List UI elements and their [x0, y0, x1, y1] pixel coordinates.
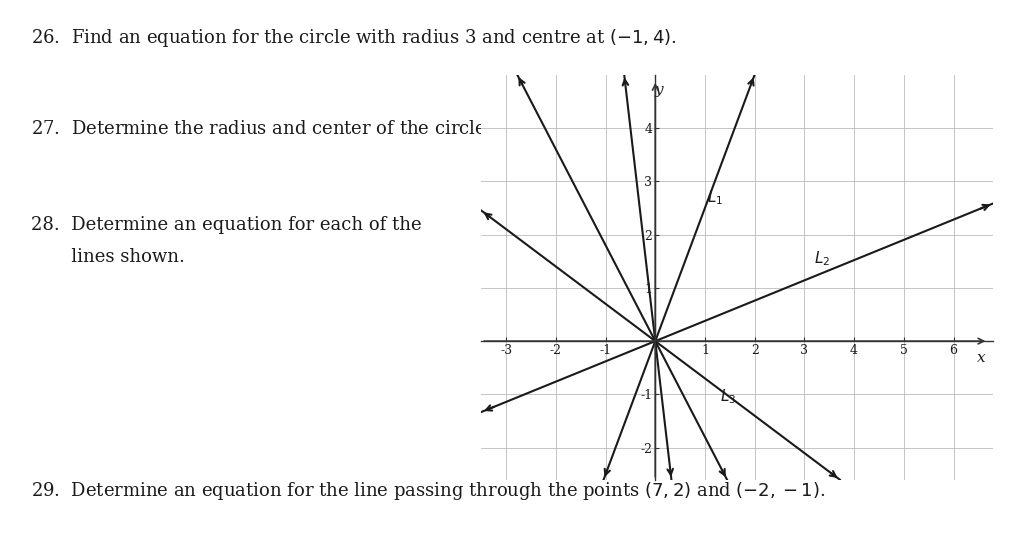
- Text: x: x: [977, 351, 986, 365]
- Text: lines shown.: lines shown.: [31, 248, 184, 266]
- Text: y: y: [655, 83, 664, 96]
- Text: $L_3$: $L_3$: [720, 387, 736, 407]
- Text: $L_2$: $L_2$: [814, 249, 830, 268]
- Text: 26.  Find an equation for the circle with radius 3 and centre at $(-1, 4)$.: 26. Find an equation for the circle with…: [31, 27, 677, 49]
- Text: 27.  Determine the radius and center of the circle defined by the equation  $x^2: 27. Determine the radius and center of t…: [31, 117, 909, 141]
- Text: 28.  Determine an equation for each of the: 28. Determine an equation for each of th…: [31, 216, 421, 234]
- Text: $L_1$: $L_1$: [708, 188, 724, 207]
- Text: 29.  Determine an equation for the line passing through the points $(7, 2)$ and : 29. Determine an equation for the line p…: [31, 480, 825, 502]
